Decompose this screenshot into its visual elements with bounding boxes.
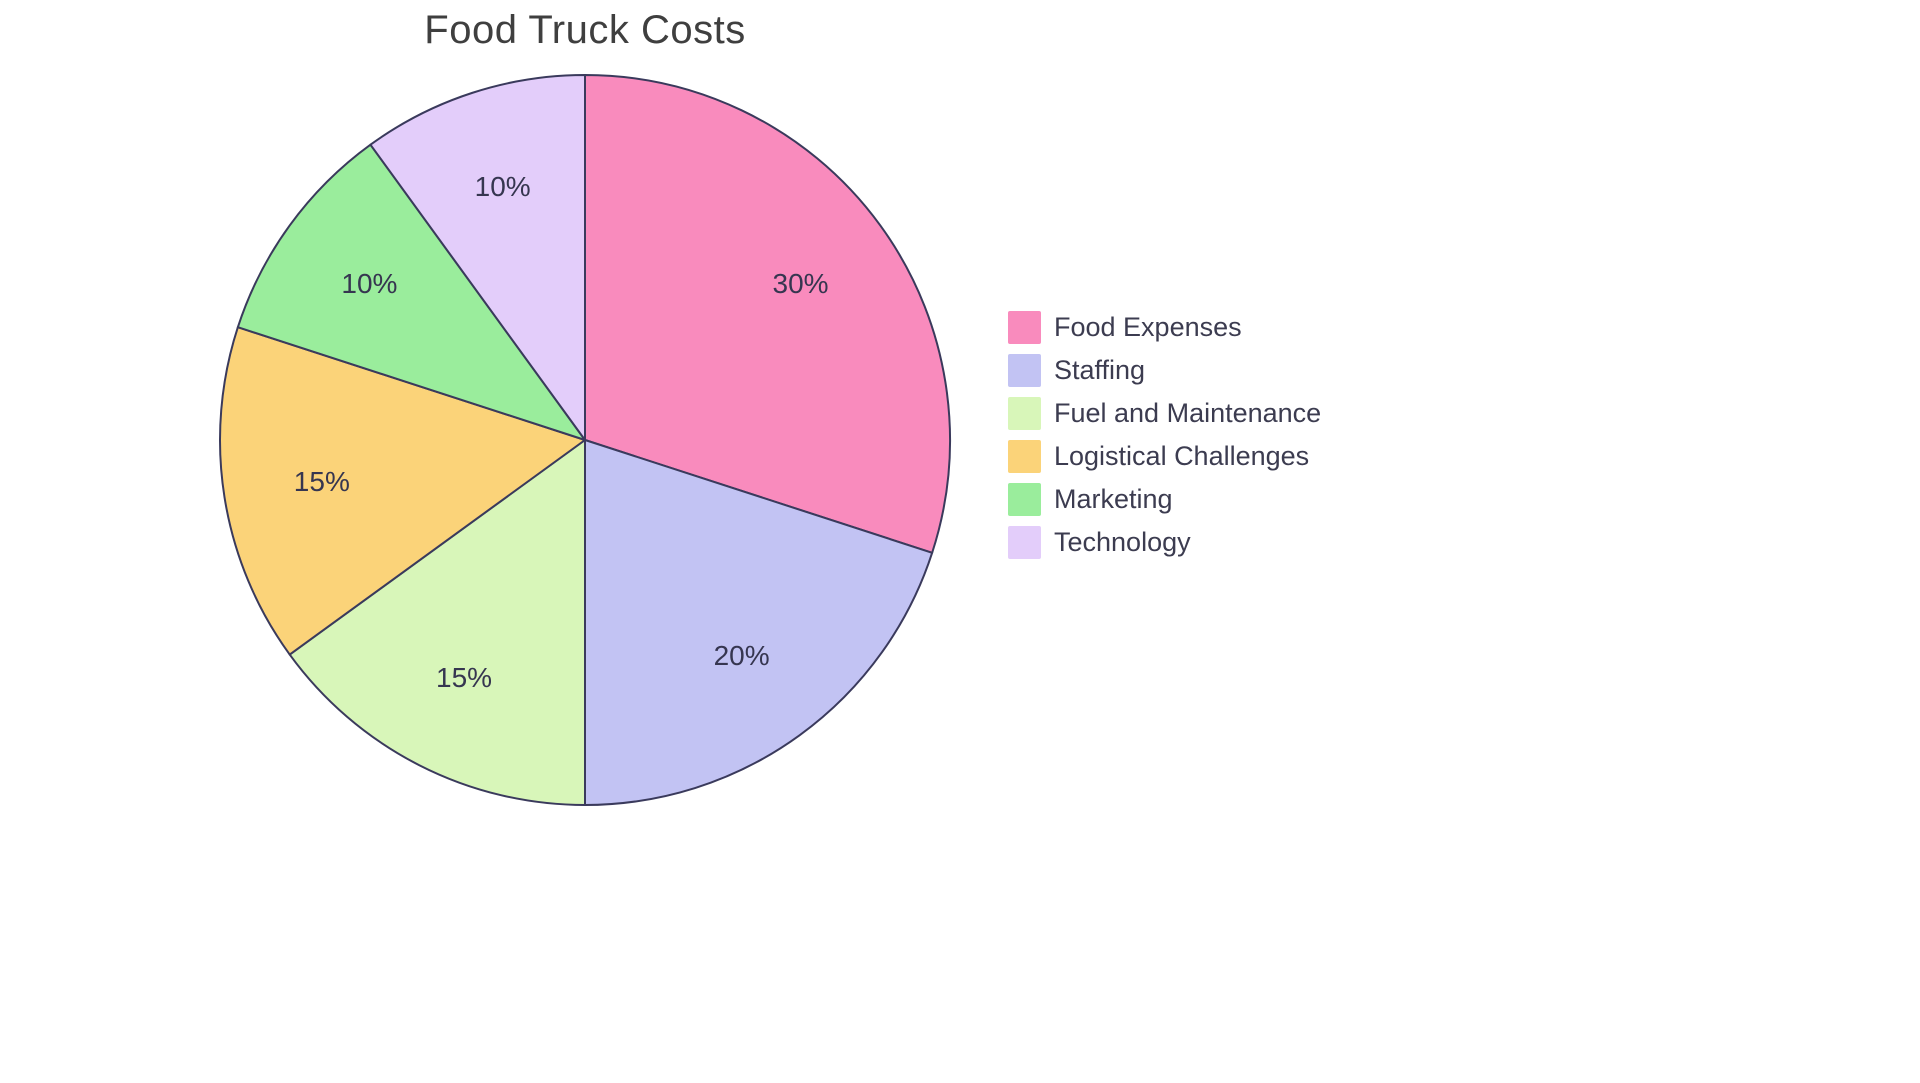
- pie-slice-logistical-challenges: [219, 326, 586, 656]
- legend-swatch-food-expenses: [1008, 311, 1041, 344]
- pie-slice-fuel-and-maintenance: [288, 439, 586, 806]
- legend-item-marketing: Marketing: [1008, 483, 1321, 516]
- chart-title: Food Truck Costs: [424, 8, 746, 52]
- pie-slice-label-fuel-and-maintenance: 15%: [436, 662, 492, 693]
- legend-label-food-expenses: Food Expenses: [1054, 312, 1242, 342]
- pie-slice-label-logistical-challenges: 15%: [294, 466, 350, 497]
- legend-label-logistical-challenges: Logistical Challenges: [1054, 441, 1310, 471]
- legend-swatch-marketing: [1008, 483, 1041, 516]
- pie-slice-label-food-expenses: 30%: [773, 268, 829, 299]
- pie-slice-food-expenses: [584, 74, 951, 554]
- pie-slice-marketing: [236, 143, 586, 441]
- legend-label-fuel-and-maintenance: Fuel and Maintenance: [1054, 398, 1322, 428]
- legend-swatch-staffing: [1008, 354, 1041, 387]
- legend-swatch-fuel-and-maintenance: [1008, 397, 1041, 430]
- pie-slice-label-technology: 10%: [475, 171, 531, 202]
- pie-slice-staffing: [584, 439, 934, 806]
- legend-item-technology: Technology: [1008, 526, 1321, 559]
- legend-swatch-logistical-challenges: [1008, 440, 1041, 473]
- legend-label-technology: Technology: [1054, 527, 1191, 557]
- pie-slice-label-staffing: 20%: [714, 640, 770, 671]
- legend-item-staffing: Staffing: [1008, 354, 1321, 387]
- legend-item-fuel-and-maintenance: Fuel and Maintenance: [1008, 397, 1321, 430]
- pie-slice-label-marketing: 10%: [341, 268, 397, 299]
- pie-slice-technology: [369, 74, 586, 441]
- legend-item-food-expenses: Food Expenses: [1008, 311, 1321, 344]
- legend: Food Expenses Staffing Fuel and Maintenanc…: [1008, 311, 1321, 569]
- legend-item-logistical-challenges: Logistical Challenges: [1008, 440, 1321, 473]
- pie-chart: 30% 20% 15% 15% 10% 10%: [219, 74, 951, 806]
- legend-label-staffing: Staffing: [1054, 355, 1146, 385]
- legend-swatch-technology: [1008, 526, 1041, 559]
- legend-label-marketing: Marketing: [1054, 484, 1173, 514]
